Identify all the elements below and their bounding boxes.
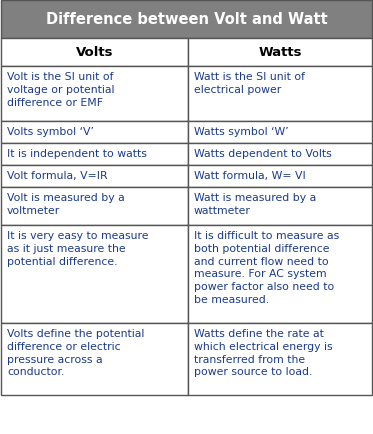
Text: It is difficult to measure as
both potential difference
and current flow need to: It is difficult to measure as both poten… bbox=[194, 230, 339, 304]
Bar bbox=[188, 144, 372, 166]
Bar bbox=[188, 226, 372, 323]
Bar bbox=[188, 67, 372, 122]
Bar bbox=[1, 323, 188, 395]
Text: Volts symbol ‘V’: Volts symbol ‘V’ bbox=[7, 127, 94, 137]
Bar bbox=[1, 226, 188, 323]
Bar bbox=[188, 39, 372, 67]
Bar bbox=[188, 166, 372, 187]
Text: Watts symbol ‘W’: Watts symbol ‘W’ bbox=[194, 127, 289, 137]
Bar bbox=[1, 39, 188, 67]
Text: Watt is measured by a
wattmeter: Watt is measured by a wattmeter bbox=[194, 193, 316, 215]
Bar bbox=[1, 166, 188, 187]
Bar bbox=[188, 187, 372, 226]
Text: Watt is the SI unit of
electrical power: Watt is the SI unit of electrical power bbox=[194, 72, 305, 95]
Bar bbox=[1, 144, 188, 166]
Text: Volt is the SI unit of
voltage or potential
difference or EMF: Volt is the SI unit of voltage or potent… bbox=[7, 72, 115, 107]
Bar bbox=[188, 122, 372, 144]
Text: Watt formula, W= VI: Watt formula, W= VI bbox=[194, 171, 306, 181]
Bar bbox=[1, 122, 188, 144]
Bar bbox=[1, 1, 372, 39]
Text: It is very easy to measure
as it just measure the
potential difference.: It is very easy to measure as it just me… bbox=[7, 230, 148, 266]
Text: Volts define the potential
difference or electric
pressure across a
conductor.: Volts define the potential difference or… bbox=[7, 328, 144, 377]
Text: Volt formula, V=IR: Volt formula, V=IR bbox=[7, 171, 108, 181]
Text: Watts define the rate at
which electrical energy is
transferred from the
power s: Watts define the rate at which electrica… bbox=[194, 328, 333, 377]
Text: Difference between Volt and Watt: Difference between Volt and Watt bbox=[46, 13, 327, 27]
Text: Volts: Volts bbox=[76, 46, 113, 59]
Text: Watts: Watts bbox=[258, 46, 302, 59]
Text: Volt is measured by a
voltmeter: Volt is measured by a voltmeter bbox=[7, 193, 125, 215]
Bar bbox=[1, 67, 188, 122]
Bar bbox=[188, 323, 372, 395]
Bar bbox=[1, 187, 188, 226]
Text: Watts dependent to Volts: Watts dependent to Volts bbox=[194, 149, 332, 159]
Text: It is independent to watts: It is independent to watts bbox=[7, 149, 147, 159]
